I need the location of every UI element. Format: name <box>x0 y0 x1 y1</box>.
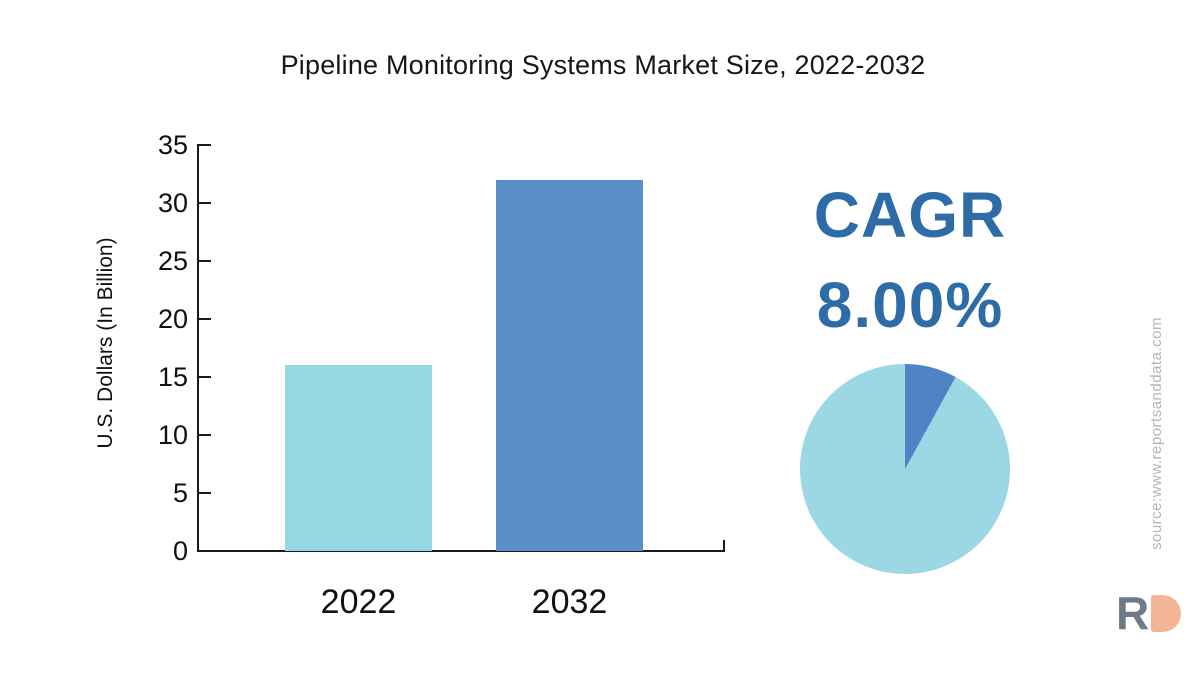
y-tick-label: 20 <box>157 304 188 334</box>
cagr-label: CAGR <box>813 179 1007 251</box>
y-tick-label: 10 <box>157 420 188 450</box>
y-tick-label: 5 <box>172 478 188 508</box>
y-tick-mark <box>199 202 211 204</box>
x-tick-label-2022: 2022 <box>320 583 397 621</box>
y-tick-mark <box>199 318 211 320</box>
x-axis-line <box>197 550 725 552</box>
y-tick-mark <box>199 492 211 494</box>
y-tick-label: 15 <box>157 362 188 392</box>
x-tick-label-2032: 2032 <box>531 583 608 621</box>
bar-2032 <box>496 179 643 551</box>
bar-2022 <box>285 365 432 551</box>
y-tick-label: 30 <box>157 188 188 218</box>
logo-letter-d-icon <box>1151 594 1182 632</box>
y-tick-label: 25 <box>157 246 188 276</box>
x-axis-end-tick <box>723 540 725 550</box>
y-tick-mark <box>199 260 211 262</box>
cagr-pie-chart <box>800 364 1010 574</box>
source-note: source:www.reportsanddata.com <box>1148 317 1165 550</box>
cagr-annotation: CAGR 8.00% <box>770 170 1050 350</box>
y-tick-label: 35 <box>157 130 188 160</box>
y-tick-mark <box>199 434 211 436</box>
logo-letter-r: R <box>1116 587 1150 639</box>
cagr-value: 8.00% <box>816 269 1004 341</box>
y-tick-mark <box>199 144 211 146</box>
y-axis-line <box>197 144 199 552</box>
chart-title: Pipeline Monitoring Systems Market Size,… <box>280 50 926 80</box>
y-tick-label: 0 <box>172 536 188 566</box>
y-tick-mark <box>199 376 211 378</box>
brand-logo: R <box>1116 587 1182 639</box>
